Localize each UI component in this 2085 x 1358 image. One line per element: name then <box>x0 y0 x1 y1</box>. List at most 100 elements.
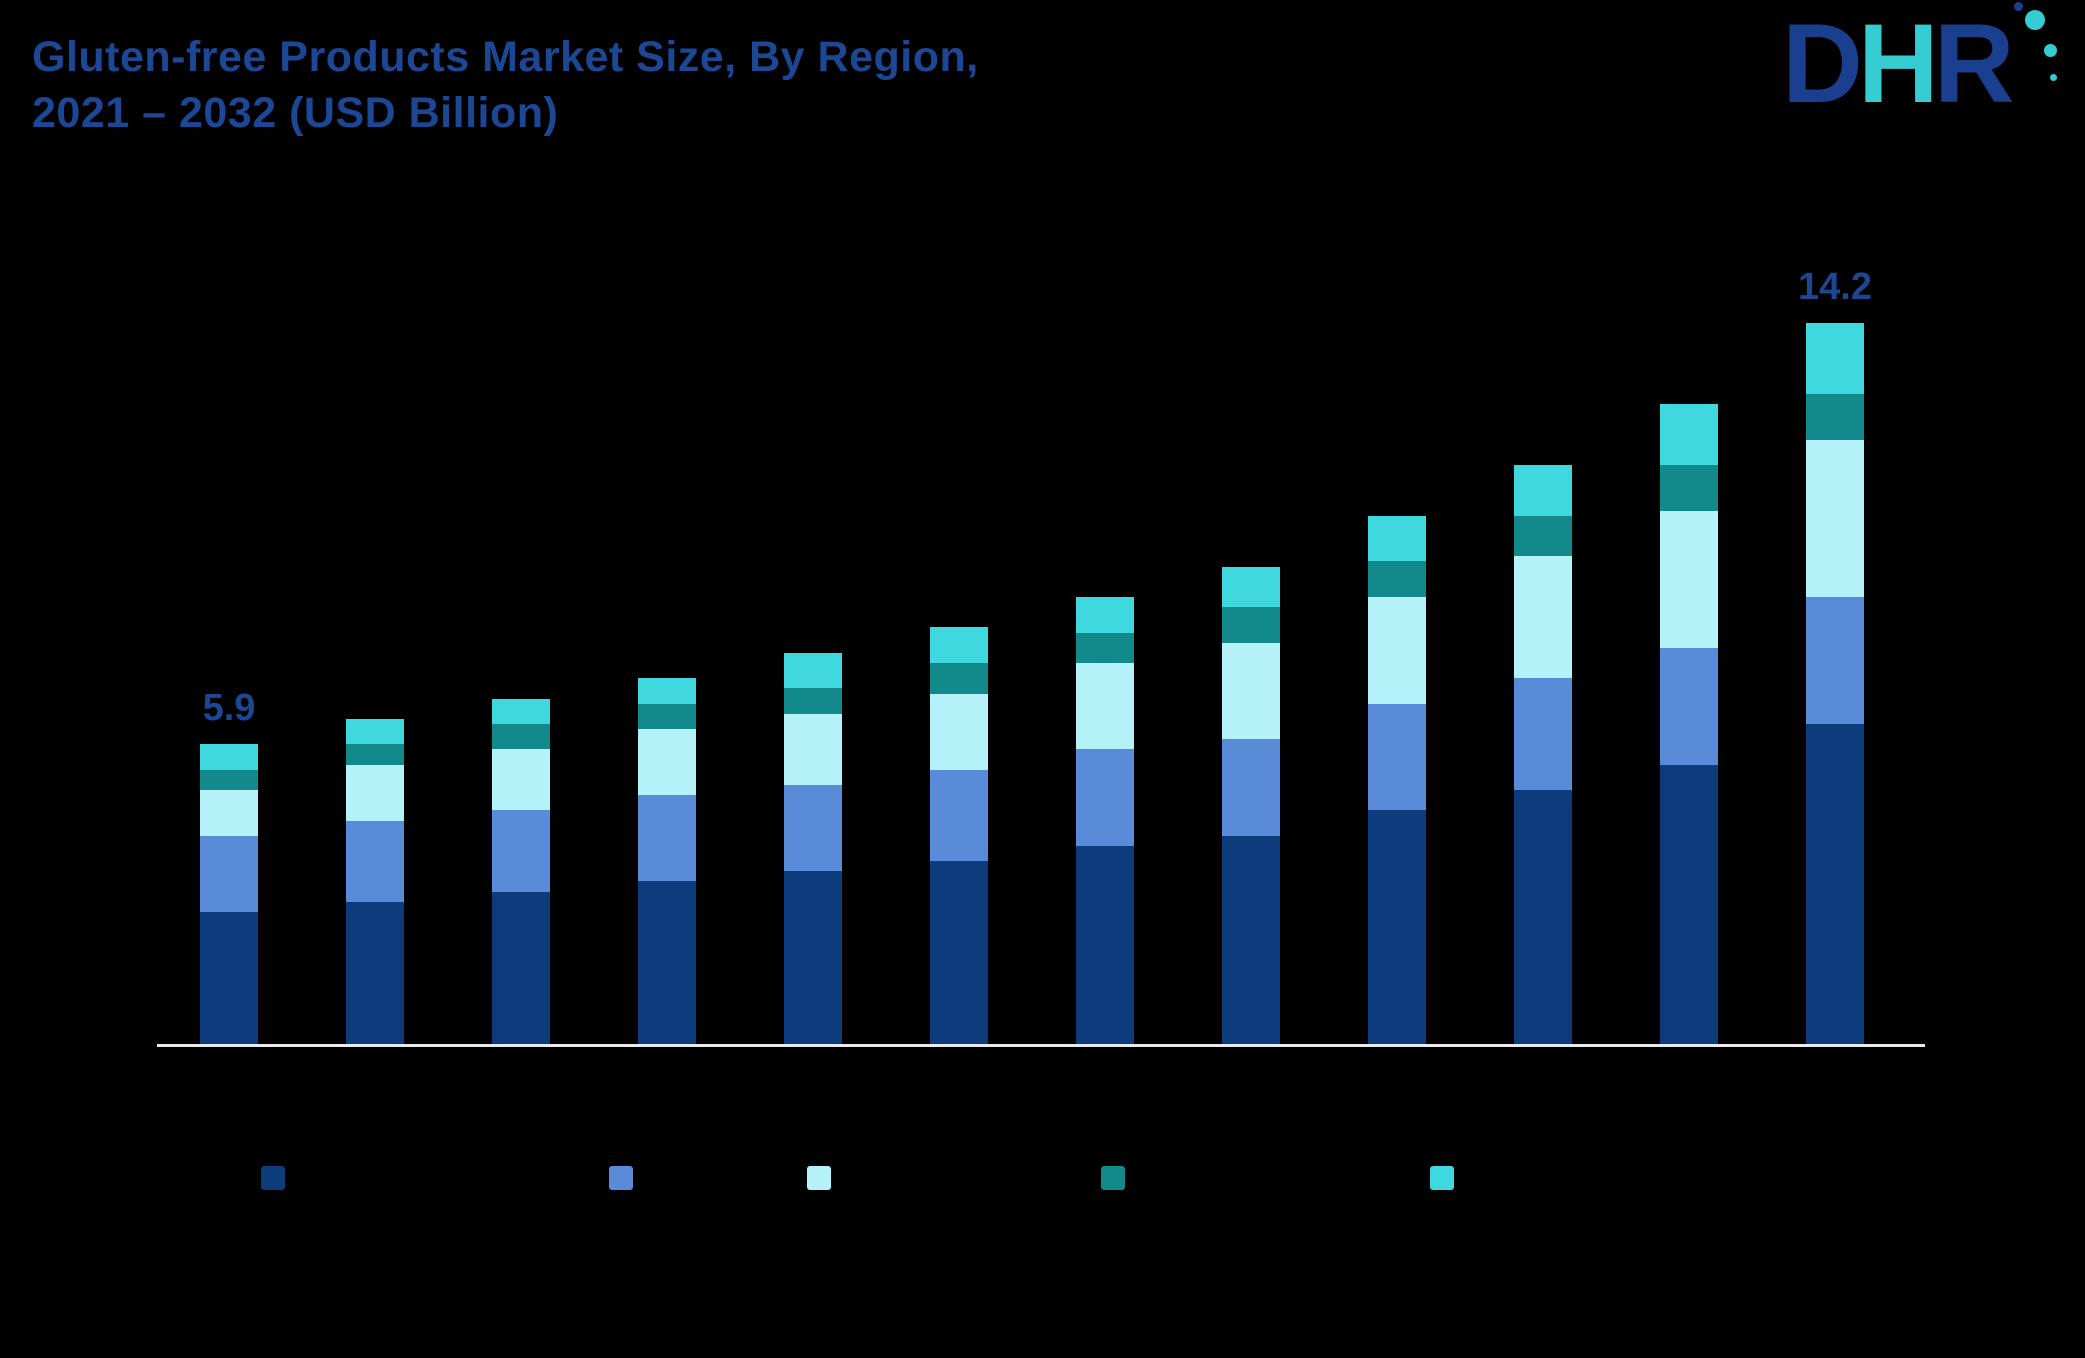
bar-segment-segment-3-pale-cyan <box>1806 439 1864 597</box>
legend-swatch-segment-4-teal <box>1101 1166 1125 1190</box>
bar-segment-segment-1-dark-navy <box>1514 790 1572 1044</box>
bar-stack <box>1368 515 1426 1044</box>
bar-segment-segment-5-turquoise <box>1368 515 1426 562</box>
bar-segment-segment-1-dark-navy <box>638 881 696 1044</box>
bar-segment-segment-5-turquoise <box>930 627 988 664</box>
bar-segment-segment-5-turquoise <box>200 744 258 770</box>
bar-segment-segment-2-cornflower <box>1368 703 1426 811</box>
stacked-bar <box>1222 566 1280 1044</box>
bar-segment-segment-3-pale-cyan <box>1076 663 1134 750</box>
bar-segment-segment-3-pale-cyan <box>1660 510 1718 648</box>
chart-title: Gluten-free Products Market Size, By Reg… <box>32 30 979 142</box>
bar-segment-segment-5-turquoise <box>1222 566 1280 608</box>
bar-segment-segment-2-cornflower <box>1514 678 1572 790</box>
logo-letters: DHR <box>1782 1 2015 126</box>
bar-segment-segment-1-dark-navy <box>1368 810 1426 1044</box>
bar-stack <box>492 698 550 1044</box>
bar-segment-segment-5-turquoise <box>1514 464 1572 516</box>
dhr-logo: DHR <box>1782 2 2072 138</box>
bar-segment-segment-1-dark-navy <box>1806 724 1864 1044</box>
stacked-bar <box>930 627 988 1044</box>
bar-segment-segment-3-pale-cyan <box>492 749 550 811</box>
bar-segment-segment-4-teal <box>200 769 258 791</box>
legend-swatch-segment-1-dark-navy <box>261 1166 285 1190</box>
bar-segment-segment-3-pale-cyan <box>784 713 842 785</box>
bar-segment-segment-4-teal <box>346 744 404 765</box>
x-axis-line <box>157 1044 1925 1047</box>
bar-segment-segment-2-cornflower <box>930 769 988 862</box>
bar-segment-segment-5-turquoise <box>346 718 404 745</box>
bar-segment-segment-4-teal <box>1514 515 1572 557</box>
bar-segment-segment-5-turquoise <box>1660 403 1718 465</box>
logo-letter-d: D <box>1782 1 1863 126</box>
bars-area: 5.9 14.2 <box>200 144 1872 1044</box>
bar-segment-segment-4-teal <box>638 703 696 730</box>
bar-segment-segment-3-pale-cyan <box>346 764 404 821</box>
bar-segment-segment-3-pale-cyan <box>638 729 696 796</box>
stacked-bar <box>784 652 842 1044</box>
bar-segment-segment-5-turquoise <box>492 698 550 724</box>
stacked-bar: 14.2 <box>1798 266 1872 1044</box>
bar-stack <box>930 627 988 1044</box>
bar-segment-segment-5-turquoise <box>638 678 696 704</box>
stacked-bar <box>1076 596 1134 1044</box>
bar-segment-segment-4-teal <box>930 663 988 694</box>
bar-segment-segment-2-cornflower <box>346 820 404 902</box>
bar-segment-segment-2-cornflower <box>1660 647 1718 765</box>
bar-segment-segment-3-pale-cyan <box>1222 642 1280 740</box>
bar-segment-segment-2-cornflower <box>1806 597 1864 724</box>
bar-segment-segment-4-teal <box>492 723 550 750</box>
bar-segment-segment-1-dark-navy <box>1076 845 1134 1044</box>
bar-segment-segment-1-dark-navy <box>200 911 258 1044</box>
bar-segment-segment-4-teal <box>1368 561 1426 597</box>
logo-letter-h: H <box>1857 1 1939 126</box>
chart-title-line1: Gluten-free Products Market Size, By Reg… <box>32 33 979 81</box>
bar-segment-segment-2-cornflower <box>1076 749 1134 846</box>
bar-segment-segment-3-pale-cyan <box>930 693 988 770</box>
bar-segment-segment-1-dark-navy <box>1222 835 1280 1044</box>
bar-segment-segment-1-dark-navy <box>1660 764 1718 1044</box>
bar-segment-segment-2-cornflower <box>492 810 550 892</box>
bar-segment-segment-1-dark-navy <box>784 871 842 1044</box>
bar-stack <box>638 678 696 1044</box>
bar-segment-segment-4-teal <box>1806 393 1864 440</box>
bar-segment-segment-4-teal <box>1222 607 1280 643</box>
logo-dot-icon <box>2025 10 2045 30</box>
stacked-bar <box>1368 515 1426 1044</box>
stacked-bar <box>1660 403 1718 1044</box>
stacked-bar <box>492 698 550 1044</box>
bar-segment-segment-3-pale-cyan <box>1514 556 1572 679</box>
legend-swatch-segment-5-turquoise <box>1430 1166 1454 1190</box>
stacked-bar <box>346 718 404 1044</box>
logo-letter-r: R <box>1933 1 2015 126</box>
bar-segment-segment-2-cornflower <box>784 784 842 872</box>
bar-segment-segment-5-turquoise <box>784 652 842 689</box>
logo-dot-icon <box>2044 44 2057 57</box>
bar-segment-segment-3-pale-cyan <box>1368 596 1426 704</box>
bar-segment-segment-3-pale-cyan <box>200 790 258 836</box>
bar-value-label: 5.9 <box>202 687 256 730</box>
bar-segment-segment-1-dark-navy <box>492 891 550 1044</box>
chart-title-line2: 2021 – 2032 (USD Billion) <box>32 88 559 137</box>
legend-swatch-segment-3-pale-cyan <box>807 1166 831 1190</box>
bar-segment-segment-2-cornflower <box>200 835 258 912</box>
bar-segment-segment-1-dark-navy <box>930 861 988 1044</box>
bar-stack <box>346 718 404 1044</box>
bar-segment-segment-4-teal <box>1076 632 1134 664</box>
logo-dot-icon <box>2050 74 2057 81</box>
bar-stack <box>784 652 842 1044</box>
bar-stack <box>200 744 258 1044</box>
bar-stack <box>1660 403 1718 1044</box>
bar-segment-segment-2-cornflower <box>1222 739 1280 836</box>
bar-value-label: 14.2 <box>1798 265 1872 308</box>
stacked-bar <box>1514 464 1572 1044</box>
bar-segment-segment-5-turquoise <box>1806 322 1864 394</box>
stacked-bar <box>638 678 696 1044</box>
bar-stack <box>1076 596 1134 1044</box>
bar-segment-segment-4-teal <box>784 688 842 714</box>
bar-segment-segment-2-cornflower <box>638 795 696 882</box>
bar-segment-segment-1-dark-navy <box>346 901 404 1044</box>
bar-stack <box>1514 464 1572 1044</box>
